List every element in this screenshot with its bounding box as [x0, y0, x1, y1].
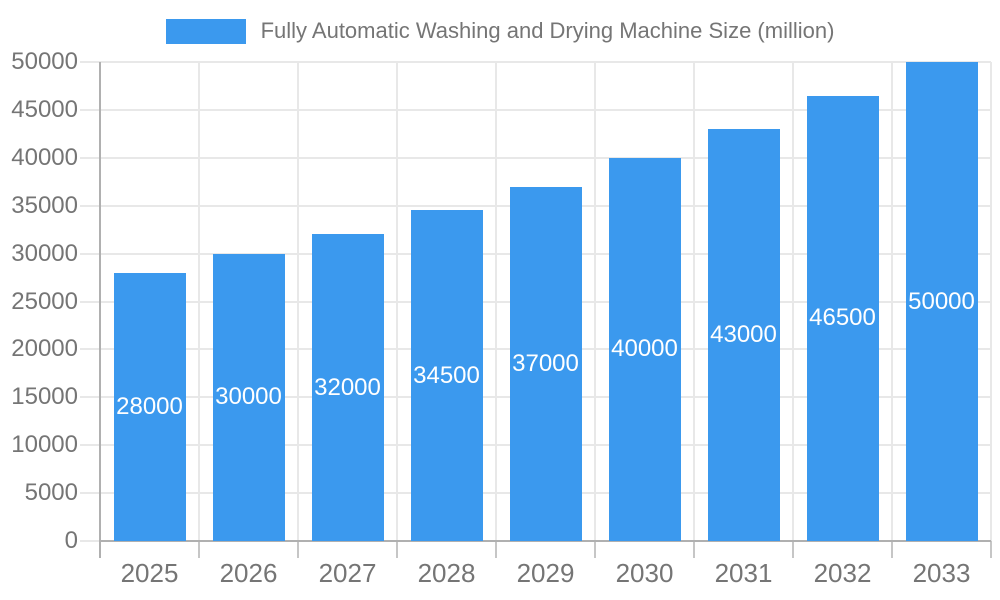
- bar-2029[interactable]: [509, 186, 582, 541]
- bar-2027[interactable]: [311, 234, 384, 541]
- y-axis-tick-label: 30000: [11, 239, 78, 267]
- legend-swatch: [165, 18, 246, 44]
- bar-value-label: 30000: [215, 383, 282, 411]
- y-axis-tick-label: 45000: [11, 95, 78, 123]
- h-gridline: [80, 61, 991, 63]
- y-axis-tick-label: 15000: [11, 383, 78, 411]
- y-axis-tick-label: 5000: [24, 479, 78, 507]
- bar-value-label: 50000: [908, 287, 975, 315]
- v-gridline: [891, 62, 893, 541]
- x-tick-mark: [792, 541, 794, 558]
- bar-value-label: 43000: [710, 321, 777, 349]
- x-axis-tick-label: 2025: [120, 558, 179, 588]
- bar-2033[interactable]: [905, 62, 978, 541]
- h-gridline: [80, 108, 991, 111]
- legend[interactable]: Fully Automatic Washing and Drying Machi…: [0, 12, 1000, 50]
- bar-2028[interactable]: [410, 210, 483, 541]
- x-tick-mark: [396, 541, 398, 558]
- y-axis-line: [99, 62, 101, 558]
- bar-2025[interactable]: [113, 272, 186, 541]
- x-tick-mark: [495, 541, 497, 558]
- bar-value-label: 32000: [314, 373, 381, 401]
- v-gridline: [198, 62, 200, 541]
- x-axis-tick-label: 2026: [219, 558, 278, 588]
- x-tick-mark: [693, 541, 695, 558]
- bar-value-label: 28000: [116, 392, 183, 420]
- x-axis-line: [99, 540, 991, 542]
- h-gridline: [80, 156, 991, 159]
- x-axis-tick-label: 2033: [912, 558, 971, 588]
- x-axis-tick-label: 2031: [714, 558, 773, 588]
- v-gridline: [297, 62, 299, 541]
- y-axis-tick-label: 10000: [11, 431, 78, 459]
- y-axis-tick-label: 25000: [11, 287, 78, 315]
- y-axis-tick-label: 35000: [11, 191, 78, 219]
- x-axis-tick-label: 2030: [615, 558, 674, 588]
- bar-2030[interactable]: [608, 157, 681, 541]
- bar-2032[interactable]: [806, 95, 879, 541]
- x-axis-tick-label: 2027: [318, 558, 377, 588]
- y-axis-tick-label: 50000: [11, 48, 78, 75]
- bar-value-label: 46500: [809, 304, 876, 332]
- x-axis-tick-label: 2028: [417, 558, 476, 588]
- y-axis-tick-label: 40000: [11, 143, 78, 171]
- bar-2026[interactable]: [212, 253, 285, 541]
- v-gridline: [792, 62, 794, 541]
- x-axis-tick-label: 2032: [813, 558, 872, 588]
- v-gridline: [396, 62, 398, 541]
- x-tick-mark: [297, 541, 299, 558]
- bar-value-label: 40000: [611, 335, 678, 363]
- v-gridline: [990, 62, 992, 541]
- x-tick-mark: [990, 541, 992, 558]
- v-gridline: [594, 62, 596, 541]
- x-tick-mark: [594, 541, 596, 558]
- x-tick-mark: [198, 541, 200, 558]
- legend-label: Fully Automatic Washing and Drying Machi…: [260, 18, 835, 43]
- x-axis-tick-label: 2029: [516, 558, 575, 588]
- y-axis-tick-label: 20000: [11, 335, 78, 363]
- bar-value-label: 37000: [512, 349, 579, 377]
- x-tick-mark: [891, 541, 893, 558]
- v-gridline: [693, 62, 695, 541]
- v-gridline: [495, 62, 497, 541]
- bar-value-label: 34500: [413, 361, 480, 389]
- y-axis-tick-label: 0: [64, 527, 78, 554]
- bar-2031[interactable]: [707, 129, 780, 541]
